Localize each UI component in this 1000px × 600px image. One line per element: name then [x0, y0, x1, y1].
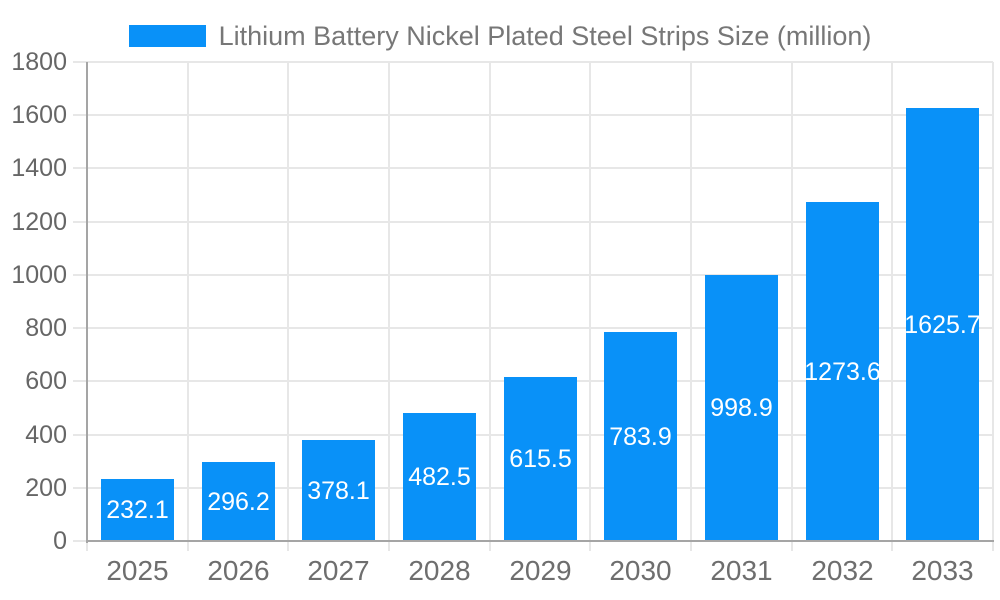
- y-tick-label: 1200: [11, 208, 67, 236]
- gridline-vertical: [489, 62, 491, 541]
- bar-value-label: 615.5: [509, 445, 572, 473]
- y-tick-label: 0: [53, 527, 67, 555]
- y-tick-label: 800: [25, 314, 67, 342]
- y-tick-label: 600: [25, 367, 67, 395]
- y-axis-tick: [73, 380, 87, 382]
- x-axis-tick: [589, 541, 591, 551]
- bar-2025[interactable]: 232.1: [101, 479, 174, 541]
- x-axis-tick: [187, 541, 189, 551]
- gridline-horizontal: [87, 167, 993, 169]
- legend-label: Lithium Battery Nickel Plated Steel Stri…: [218, 21, 872, 51]
- x-axis-tick: [791, 541, 793, 551]
- x-axis-tick: [86, 541, 88, 551]
- x-tick-label: 2027: [307, 555, 370, 586]
- x-tick-label: 2032: [811, 555, 874, 586]
- bar-2030[interactable]: 783.9: [604, 332, 677, 541]
- x-axis-tick: [891, 541, 893, 551]
- bar-2027[interactable]: 378.1: [302, 440, 375, 541]
- y-tick-label: 1400: [11, 154, 67, 182]
- gridline-horizontal: [87, 114, 993, 116]
- gridline-vertical: [791, 62, 793, 541]
- y-axis-line: [86, 62, 88, 543]
- y-axis-tick: [73, 487, 87, 489]
- x-axis-tick: [489, 541, 491, 551]
- y-axis-tick: [73, 327, 87, 329]
- x-tick-label: 2033: [911, 555, 974, 586]
- bar-value-label: 232.1: [106, 496, 169, 524]
- bar-value-label: 1625.7: [904, 310, 981, 339]
- gridline-vertical: [388, 62, 390, 541]
- y-tick-label: 1800: [11, 48, 67, 76]
- x-tick-label: 2031: [710, 555, 773, 586]
- x-tick-label: 2025: [106, 555, 169, 586]
- bar-2031[interactable]: 998.9: [705, 275, 778, 541]
- y-axis-tick: [73, 434, 87, 436]
- bar-2028[interactable]: 482.5: [403, 413, 476, 541]
- bar-2032[interactable]: 1273.6: [804, 202, 881, 541]
- y-axis-tick: [73, 167, 87, 169]
- y-axis-tick: [73, 221, 87, 223]
- bar-value-label: 783.9: [609, 422, 672, 451]
- x-tick-label: 2030: [609, 555, 672, 586]
- plot-area: 0 200 400 600 800 1000 1200 1400 1600 1800 2025 232…: [11, 48, 994, 586]
- x-axis-tick: [690, 541, 692, 551]
- y-tick-label: 400: [25, 421, 67, 449]
- y-axis-tick: [73, 540, 87, 542]
- gridline-horizontal: [87, 61, 993, 63]
- legend[interactable]: Lithium Battery Nickel Plated Steel Stri…: [0, 21, 1000, 51]
- y-tick-label: 1600: [11, 101, 67, 129]
- bar-2029[interactable]: 615.5: [504, 377, 577, 541]
- x-tick-label: 2029: [509, 555, 572, 586]
- bar-value-label: 1273.6: [804, 357, 881, 386]
- y-axis-tick: [73, 114, 87, 116]
- gridline-vertical: [187, 62, 189, 541]
- gridline-vertical: [891, 62, 893, 541]
- bar-value-label: 482.5: [408, 463, 471, 491]
- bar-value-label: 998.9: [710, 394, 773, 422]
- gridline-vertical: [287, 62, 289, 541]
- y-axis-tick: [73, 274, 87, 276]
- x-tick-label: 2026: [207, 555, 270, 586]
- x-axis-tick: [287, 541, 289, 551]
- y-tick-label: 1000: [11, 261, 67, 289]
- bar-2026[interactable]: 296.2: [202, 462, 275, 541]
- x-axis-tick: [992, 541, 994, 551]
- gridline-vertical: [589, 62, 591, 541]
- bar-2033[interactable]: 1625.7: [904, 108, 981, 541]
- bar-value-label: 296.2: [207, 487, 270, 516]
- y-tick-label: 200: [25, 474, 67, 502]
- legend-swatch-icon: [128, 25, 206, 47]
- x-tick-label: 2028: [408, 555, 471, 586]
- x-axis-tick: [388, 541, 390, 551]
- y-axis-tick: [73, 61, 87, 63]
- gridline-vertical: [992, 62, 994, 541]
- bar-value-label: 378.1: [307, 476, 370, 505]
- gridline-vertical: [690, 62, 692, 541]
